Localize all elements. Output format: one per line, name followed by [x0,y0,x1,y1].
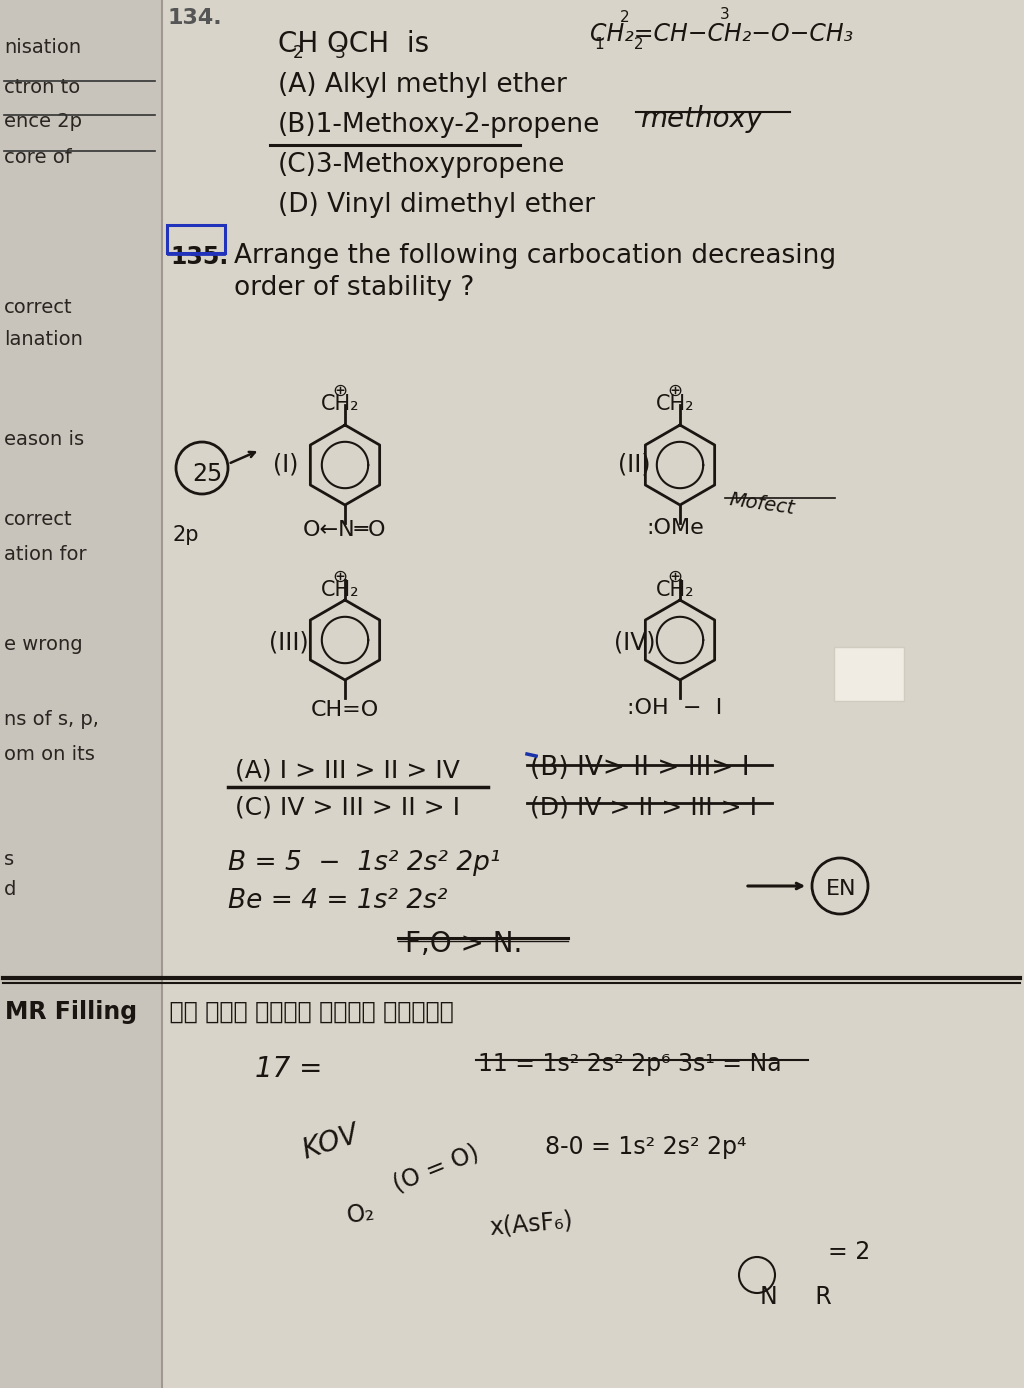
FancyBboxPatch shape [834,647,904,701]
Text: CH₂: CH₂ [321,394,359,414]
Text: से गलत नहीं होना चाहिए: से गलत नहीं होना चाहिए [162,999,454,1024]
Text: (D) IV > II > III > I: (D) IV > II > III > I [530,795,757,819]
Text: (II): (II) [618,452,650,476]
FancyBboxPatch shape [0,0,162,1388]
Text: EN: EN [826,879,856,899]
Text: (A) I > III > II > IV: (A) I > III > II > IV [234,758,460,781]
Text: N     R: N R [760,1285,831,1309]
Text: F,O > N.: F,O > N. [406,930,522,958]
Text: ence 2p: ence 2p [4,112,82,130]
Text: CH₂: CH₂ [321,580,359,600]
Text: s: s [4,849,14,869]
Text: MR Filling: MR Filling [5,999,137,1024]
Text: O←N═O: O←N═O [303,520,387,540]
Text: CH₂=CH−CH₂−O−CH₃: CH₂=CH−CH₂−O−CH₃ [590,22,853,46]
Text: O₂: O₂ [345,1201,376,1228]
Text: Mofect: Mofect [728,490,796,518]
Text: CH₂: CH₂ [655,580,694,600]
Text: e wrong: e wrong [4,634,83,654]
Text: ⊕: ⊕ [668,568,683,586]
Text: (O = O): (O = O) [390,1140,483,1196]
Text: correct: correct [4,509,73,529]
Text: 2: 2 [620,10,630,25]
Text: (IV): (IV) [614,630,655,654]
Text: ⊕: ⊕ [668,382,683,400]
Text: methoxy: methoxy [640,105,763,133]
Text: CH₂: CH₂ [655,394,694,414]
Text: nisation: nisation [4,37,81,57]
Text: :OH  −  I: :OH − I [628,698,723,718]
Text: ⊕: ⊕ [333,568,347,586]
Text: 8-0 = 1s² 2s² 2p⁴: 8-0 = 1s² 2s² 2p⁴ [545,1135,746,1159]
Text: (B)1-Methoxy-2-propene: (B)1-Methoxy-2-propene [278,112,600,137]
Text: (B) IV> II > III> I: (B) IV> II > III> I [530,755,750,781]
Text: d: d [4,880,16,899]
Text: 17 =: 17 = [255,1055,323,1083]
Text: 2      3: 2 3 [293,44,346,62]
Text: (C) IV > III > II > I: (C) IV > III > II > I [234,795,460,819]
Text: order of stability ?: order of stability ? [234,275,474,301]
Text: (D) Vinyl dimethyl ether: (D) Vinyl dimethyl ether [278,192,595,218]
Text: (III): (III) [269,630,308,654]
Text: 134.: 134. [168,8,222,28]
Text: (C)3-Methoxypropene: (C)3-Methoxypropene [278,153,565,178]
Text: 135.: 135. [170,246,228,269]
Text: ation for: ation for [4,545,87,564]
Text: Be = 4 = 1s² 2s²: Be = 4 = 1s² 2s² [228,888,447,915]
Text: 11 = 1s² 2s² 2p⁶ 3s¹ = Na: 11 = 1s² 2s² 2p⁶ 3s¹ = Na [478,1052,781,1076]
Text: B = 5  −  1s² 2s² 2p¹: B = 5 − 1s² 2s² 2p¹ [228,849,501,876]
Text: Arrange the following carbocation decreasing: Arrange the following carbocation decrea… [234,243,837,269]
Text: ns of s, p,: ns of s, p, [4,711,99,729]
Text: correct: correct [4,298,73,316]
Text: 25: 25 [193,462,222,486]
Text: CH=O: CH=O [311,700,379,720]
Text: ⊕: ⊕ [333,382,347,400]
Text: :OMe: :OMe [646,518,703,539]
Text: lanation: lanation [4,330,83,348]
Text: core of: core of [4,149,72,167]
Text: = 2: = 2 [828,1239,870,1264]
Text: (I): (I) [273,452,298,476]
Text: 3: 3 [720,7,730,22]
Text: ctron to: ctron to [4,78,80,97]
Text: 2p: 2p [172,525,199,545]
Text: (A) Alkyl methyl ether: (A) Alkyl methyl ether [278,72,567,99]
Text: eason is: eason is [4,430,84,448]
Text: KOV: KOV [298,1120,362,1165]
Text: 1      2: 1 2 [595,37,643,51]
Text: CH OCH  is: CH OCH is [278,31,429,58]
Text: x(AsF₆): x(AsF₆) [488,1208,573,1239]
Text: om on its: om on its [4,745,95,763]
